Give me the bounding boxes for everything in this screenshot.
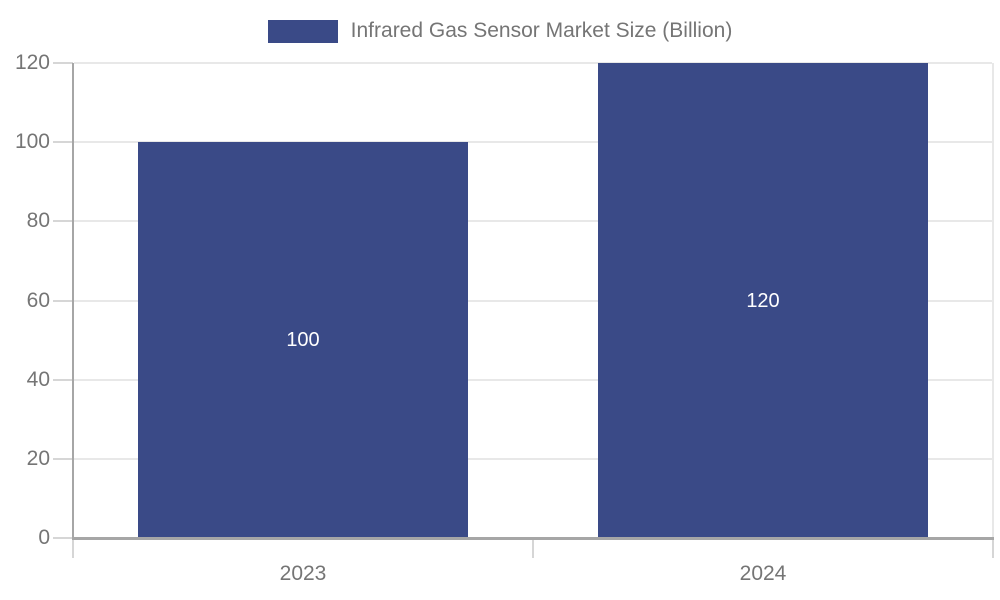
gridline — [74, 300, 992, 302]
bar[interactable]: 120 — [598, 63, 928, 538]
legend-label: Infrared Gas Sensor Market Size (Billion… — [350, 19, 733, 42]
x-axis-tick — [992, 540, 994, 558]
bar-value-label: 100 — [286, 329, 320, 351]
bar-value-label: 120 — [746, 290, 780, 312]
legend-swatch-icon — [267, 19, 338, 43]
plot-right-border — [992, 63, 994, 538]
y-axis-tick — [53, 379, 73, 381]
y-axis-line — [72, 63, 74, 540]
y-axis-tick — [53, 458, 73, 460]
gridline — [74, 458, 992, 460]
legend[interactable]: Infrared Gas Sensor Market Size (Billion… — [0, 18, 1000, 44]
x-axis-label: 2024 — [739, 562, 787, 585]
y-axis-tick — [53, 300, 73, 302]
gridline — [74, 379, 992, 381]
y-axis-tick — [53, 141, 73, 143]
y-axis-tick — [53, 537, 73, 539]
bar[interactable]: 100 — [138, 142, 468, 538]
y-axis-label: 100 — [14, 130, 50, 153]
gridline — [74, 220, 992, 222]
gridline — [74, 62, 992, 64]
y-axis-label: 0 — [38, 526, 50, 549]
y-axis-label: 20 — [26, 447, 50, 470]
y-axis-tick — [53, 220, 73, 222]
y-axis-tick — [53, 62, 73, 64]
x-axis-tick — [72, 540, 74, 558]
gridline — [74, 141, 992, 143]
y-axis-label: 80 — [26, 209, 50, 232]
y-axis-label: 120 — [14, 51, 50, 74]
x-axis-line — [72, 537, 994, 540]
x-axis-label: 2023 — [279, 562, 327, 585]
y-axis-label: 60 — [26, 289, 50, 312]
y-axis-label: 40 — [26, 368, 50, 391]
x-axis-tick — [532, 540, 534, 558]
